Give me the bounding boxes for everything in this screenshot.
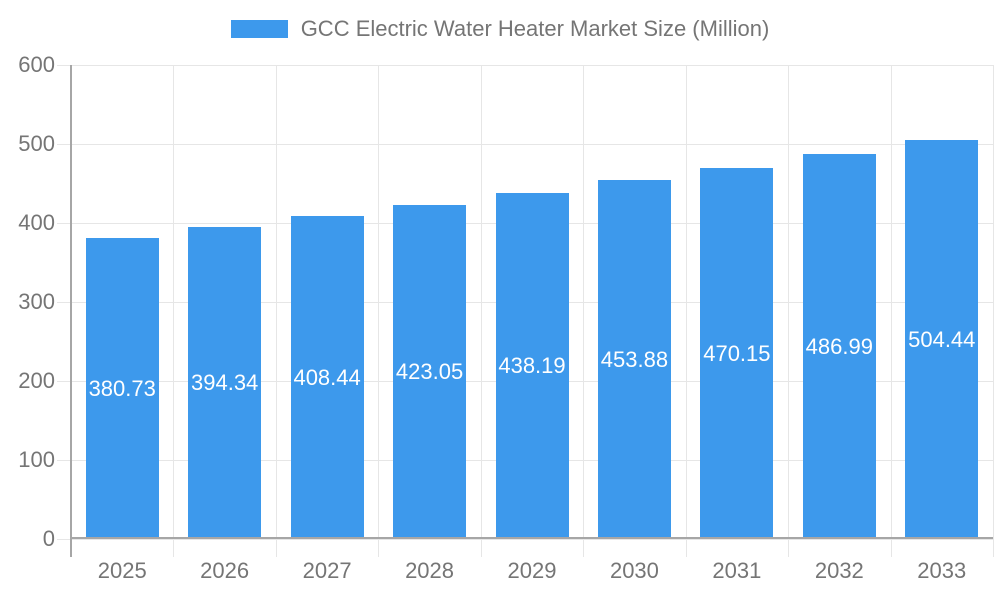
bar-2032[interactable]: 486.99: [802, 154, 876, 539]
y-axis-line: [70, 65, 72, 557]
bar-value-label: 408.44: [293, 364, 361, 390]
bar-2028[interactable]: 423.05: [393, 205, 467, 539]
bar-2030[interactable]: 453.88: [597, 180, 671, 539]
gridline-vertical: [480, 65, 482, 557]
gridline-horizontal: [57, 538, 993, 540]
x-axis-tick-label: 2027: [302, 558, 352, 583]
x-axis-tick-label: 2031: [712, 558, 762, 583]
x-axis-tick-label: 2028: [405, 558, 455, 583]
bar-value-label: 380.73: [88, 375, 156, 401]
gridline-vertical: [787, 65, 789, 557]
gridline-vertical: [992, 65, 994, 557]
bar-value-label: 394.34: [191, 370, 259, 395]
y-axis-tick-label: 600: [18, 52, 55, 77]
gridline-vertical: [890, 65, 892, 557]
bar-2025[interactable]: 380.73: [85, 238, 159, 539]
bar-2026[interactable]: 394.34: [188, 227, 262, 539]
bar-2029[interactable]: 438.19: [495, 193, 569, 539]
bar-value-label: 470.15: [703, 340, 771, 366]
y-axis-tick-label: 400: [18, 210, 55, 235]
bar-value-label: 423.05: [395, 359, 464, 384]
legend-item[interactable]: GCC Electric Water Heater Market Size (M…: [0, 16, 1000, 42]
x-axis-tick-label: 2033: [917, 558, 967, 583]
bar-value-label: 486.99: [805, 333, 873, 359]
bar-value-label: 504.44: [908, 326, 976, 352]
y-axis-tick-label: 100: [18, 447, 55, 472]
x-axis-line: [71, 537, 993, 539]
y-axis-tick-label: 300: [18, 289, 55, 314]
x-axis-tick-label: 2029: [507, 558, 557, 583]
bar-value-label: 453.88: [600, 346, 669, 372]
y-axis-tick-label: 500: [18, 131, 55, 156]
legend-swatch: [230, 20, 288, 38]
plot-area: 380.73 394.34 408.44 423.05 438.19 453.88 470.…: [57, 64, 994, 557]
gridline-vertical: [582, 65, 584, 557]
gridline-horizontal: [57, 64, 993, 66]
y-axis-tick-label: 0: [42, 526, 55, 551]
bar-2033[interactable]: 504.44: [905, 140, 979, 539]
bar-value-label: 438.19: [498, 353, 566, 378]
gridline-vertical: [377, 65, 379, 557]
x-axis-tick-label: 2030: [609, 558, 659, 583]
x-axis-tick-label: 2025: [97, 558, 147, 583]
bar-2031[interactable]: 470.15: [700, 168, 774, 539]
x-axis-tick-label: 2026: [200, 558, 250, 583]
gridline-horizontal: [57, 143, 993, 145]
gridline-vertical: [172, 65, 174, 557]
gridline-vertical: [685, 65, 687, 557]
legend-label: GCC Electric Water Heater Market Size (M…: [300, 16, 770, 41]
x-axis-tick-label: 2032: [814, 558, 864, 583]
y-axis-tick-label: 200: [18, 368, 55, 393]
bar-2027[interactable]: 408.44: [290, 216, 364, 539]
gridline-vertical: [275, 65, 277, 557]
